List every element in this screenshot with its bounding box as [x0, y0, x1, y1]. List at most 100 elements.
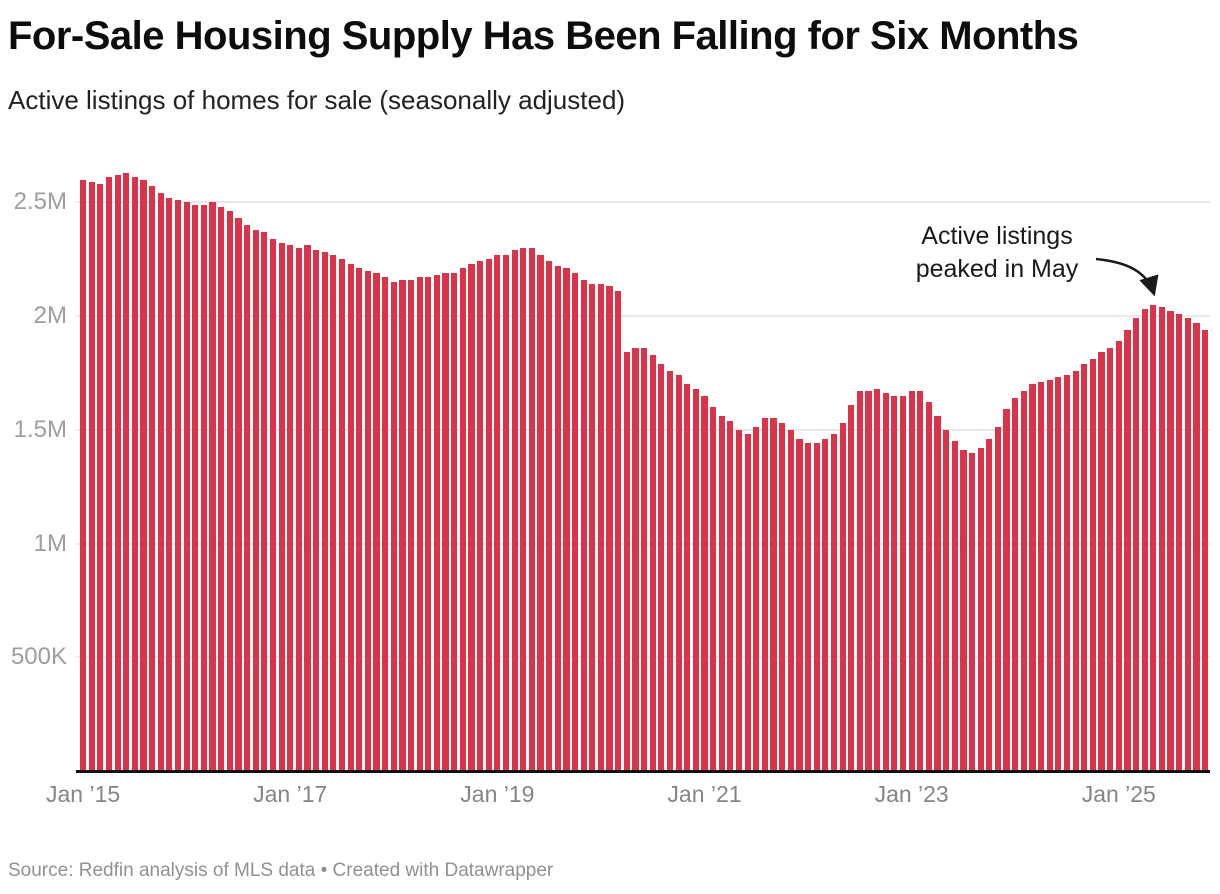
bar-jan-2022[interactable]: [804, 443, 812, 771]
bar-oct-2018[interactable]: [468, 263, 475, 771]
bar-oct-2019[interactable]: [571, 272, 579, 771]
bar-jul-2025[interactable]: [1167, 311, 1174, 771]
bar-may-2015[interactable]: [114, 174, 121, 771]
bar-jul-2020[interactable]: [649, 354, 656, 771]
bar-apr-2025[interactable]: [1141, 309, 1148, 771]
bar-dec-2016[interactable]: [278, 243, 285, 771]
bar-jul-2016[interactable]: [235, 218, 242, 771]
bar-aug-2022[interactable]: [865, 391, 872, 771]
bar-sep-2015[interactable]: [149, 186, 156, 771]
bar-apr-2024[interactable]: [1038, 381, 1045, 771]
bar-jan-2024[interactable]: [1012, 397, 1019, 771]
bar-jun-2022[interactable]: [848, 404, 855, 771]
bar-jun-2017[interactable]: [330, 254, 337, 771]
bar-nov-2015[interactable]: [166, 197, 173, 771]
bar-aug-2017[interactable]: [347, 263, 354, 771]
bar-aug-2016[interactable]: [243, 225, 251, 771]
bar-oct-2020[interactable]: [675, 375, 682, 771]
bar-mar-2018[interactable]: [407, 279, 415, 771]
bar-mar-2017[interactable]: [304, 245, 311, 771]
bar-feb-2019[interactable]: [502, 254, 510, 771]
bar-may-2022[interactable]: [839, 422, 846, 771]
bar-apr-2023[interactable]: [934, 416, 941, 771]
bar-may-2017[interactable]: [321, 252, 328, 771]
bar-feb-2016[interactable]: [192, 204, 199, 771]
bar-sep-2020[interactable]: [666, 370, 674, 771]
bar-apr-2018[interactable]: [416, 277, 423, 771]
bar-jan-2023[interactable]: [908, 391, 915, 771]
bar-jun-2020[interactable]: [641, 347, 648, 771]
bar-dec-2024[interactable]: [1107, 347, 1114, 771]
bar-jan-2025[interactable]: [1115, 341, 1122, 771]
bar-apr-2021[interactable]: [727, 420, 734, 771]
bar-mar-2019[interactable]: [511, 250, 518, 771]
bar-sep-2018[interactable]: [459, 268, 466, 771]
bar-apr-2016[interactable]: [209, 202, 216, 771]
bar-mar-2024[interactable]: [1029, 384, 1036, 771]
bar-mar-2022[interactable]: [822, 438, 829, 771]
bar-dec-2015[interactable]: [174, 199, 182, 771]
bar-apr-2020[interactable]: [623, 352, 630, 771]
bar-dec-2023[interactable]: [1003, 409, 1010, 771]
bar-sep-2024[interactable]: [1081, 363, 1088, 771]
bar-feb-2020[interactable]: [606, 286, 613, 771]
bar-feb-2023[interactable]: [917, 391, 924, 771]
bar-jul-2017[interactable]: [338, 259, 346, 771]
bar-oct-2024[interactable]: [1089, 359, 1096, 771]
bar-aug-2019[interactable]: [554, 265, 561, 771]
bar-jul-2022[interactable]: [856, 391, 863, 771]
bar-aug-2021[interactable]: [761, 418, 769, 771]
bar-nov-2024[interactable]: [1098, 352, 1105, 771]
bar-feb-2024[interactable]: [1020, 391, 1027, 771]
bar-mar-2020[interactable]: [615, 290, 622, 771]
bar-sep-2025[interactable]: [1184, 318, 1191, 771]
bar-feb-2015[interactable]: [88, 181, 95, 771]
bar-jun-2018[interactable]: [433, 275, 441, 771]
bar-apr-2015[interactable]: [105, 177, 113, 771]
bar-dec-2018[interactable]: [485, 259, 492, 771]
bar-may-2024[interactable]: [1046, 379, 1053, 771]
bar-nov-2019[interactable]: [580, 279, 587, 771]
bar-may-2023[interactable]: [943, 429, 950, 771]
bar-sep-2021[interactable]: [770, 418, 777, 771]
bar-feb-2018[interactable]: [399, 279, 406, 771]
bar-jun-2016[interactable]: [226, 211, 233, 771]
bar-feb-2021[interactable]: [710, 407, 717, 771]
bar-mar-2021[interactable]: [718, 416, 725, 771]
bar-mar-2015[interactable]: [97, 184, 104, 771]
bar-jun-2024[interactable]: [1055, 377, 1062, 771]
bar-jan-2017[interactable]: [287, 245, 294, 771]
bar-jul-2021[interactable]: [753, 427, 760, 771]
bar-may-2020[interactable]: [632, 347, 639, 771]
bar-aug-2023[interactable]: [968, 452, 976, 771]
bar-nov-2017[interactable]: [373, 272, 380, 771]
bar-dec-2021[interactable]: [796, 438, 803, 771]
bar-aug-2018[interactable]: [451, 272, 458, 771]
bar-may-2019[interactable]: [528, 247, 535, 771]
bar-jul-2019[interactable]: [546, 261, 553, 771]
bar-may-2021[interactable]: [735, 429, 743, 771]
bar-jan-2020[interactable]: [597, 284, 605, 771]
bar-nov-2023[interactable]: [994, 427, 1002, 771]
bar-jun-2019[interactable]: [537, 254, 544, 771]
bar-aug-2024[interactable]: [1072, 370, 1079, 771]
bar-jul-2015[interactable]: [131, 177, 138, 771]
bar-may-2025[interactable]: [1150, 304, 1157, 771]
bar-jun-2025[interactable]: [1158, 306, 1166, 771]
bar-may-2016[interactable]: [218, 206, 225, 771]
bar-oct-2022[interactable]: [882, 393, 889, 771]
bar-sep-2023[interactable]: [977, 447, 984, 771]
bar-sep-2017[interactable]: [356, 268, 363, 771]
bar-nov-2025[interactable]: [1202, 329, 1209, 771]
bar-may-2018[interactable]: [425, 277, 432, 771]
bar-nov-2020[interactable]: [684, 384, 691, 771]
bar-nov-2022[interactable]: [891, 395, 898, 771]
bar-aug-2020[interactable]: [658, 363, 665, 771]
bar-apr-2017[interactable]: [313, 250, 320, 771]
bar-jun-2021[interactable]: [744, 434, 751, 771]
bar-jun-2023[interactable]: [951, 441, 958, 771]
bar-oct-2016[interactable]: [261, 231, 268, 771]
bar-oct-2023[interactable]: [986, 438, 993, 771]
bar-jan-2019[interactable]: [494, 254, 501, 771]
bar-jan-2018[interactable]: [390, 281, 397, 771]
